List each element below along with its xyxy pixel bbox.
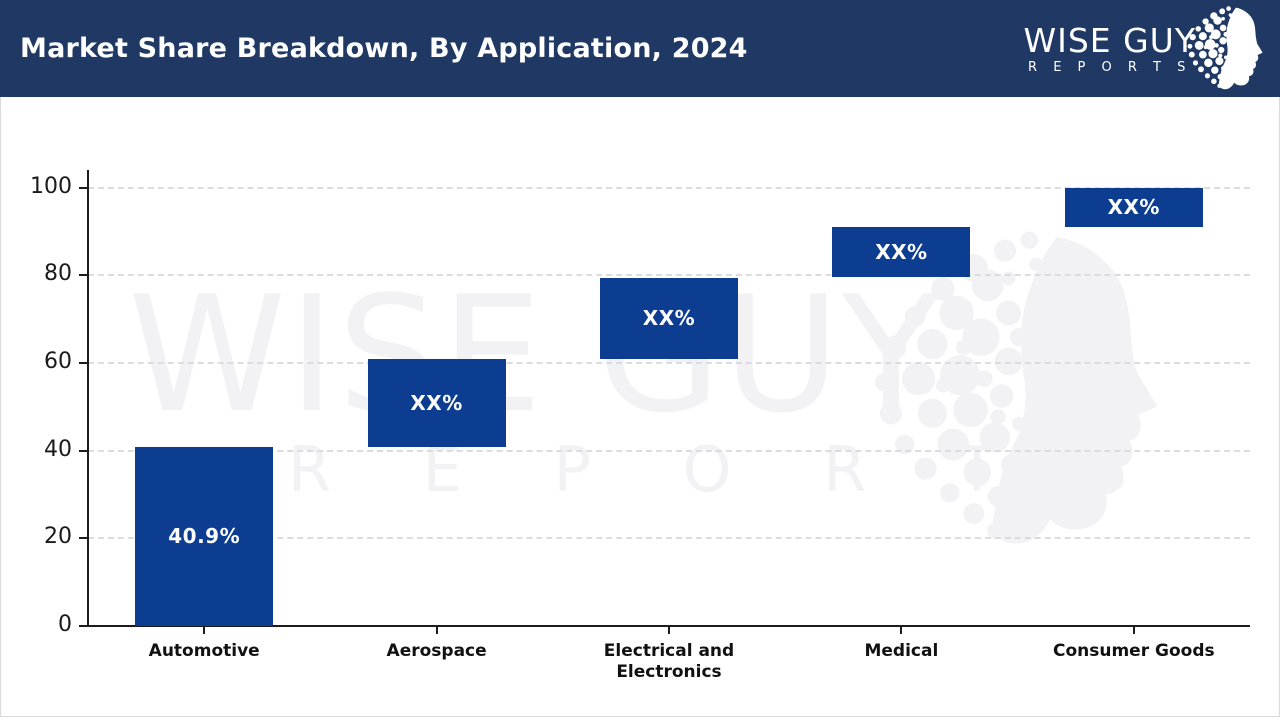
bar-electrical-and-electronics: XX% xyxy=(600,278,738,359)
x-axis-line xyxy=(87,624,1250,627)
gridline-60 xyxy=(88,361,1250,364)
y-axis-line xyxy=(87,170,89,626)
x-axis-category-label: Medical xyxy=(864,641,939,661)
bar-medical: XX% xyxy=(832,227,971,278)
x-axis-tick-mark xyxy=(668,626,670,634)
bar-automotive: 40.9% xyxy=(135,446,274,626)
bar-consumer-goods: XX% xyxy=(1064,187,1203,227)
x-axis-category-label: Electrical and Electronics xyxy=(603,641,735,683)
bar-value-label: XX% xyxy=(1107,195,1160,220)
logo-wiseguy-label: WISE GUY xyxy=(1023,21,1196,60)
page-title: Market Share Breakdown, By Application, … xyxy=(20,33,748,64)
y-axis-tick-label: 100 xyxy=(30,173,72,199)
y-axis-tick-mark xyxy=(79,537,87,540)
y-axis-tick-label: 40 xyxy=(44,436,72,462)
y-axis-tick-label: 20 xyxy=(44,524,72,550)
y-axis-tick-mark xyxy=(79,274,87,277)
x-axis-tick-mark xyxy=(1132,626,1135,634)
bar-value-label: 40.9% xyxy=(168,524,241,549)
gridline-40 xyxy=(88,449,1250,452)
y-axis-tick-mark xyxy=(79,449,87,452)
gridline-20 xyxy=(88,537,1250,540)
logo-text: WISE GUY R E P O R T S xyxy=(1023,24,1196,75)
y-axis-tick-label: 0 xyxy=(58,612,72,637)
logo-reports-label: R E P O R T S xyxy=(1028,60,1192,75)
y-axis-tick-label: 80 xyxy=(44,261,72,287)
gridline-100 xyxy=(88,186,1250,189)
bar-aerospace: XX% xyxy=(367,358,506,447)
wiseguy-logo: WISE GUY R E P O R T S xyxy=(1023,2,1266,97)
x-axis-tick-mark xyxy=(900,626,903,634)
x-axis-category-label: Consumer Goods xyxy=(1052,641,1215,661)
bar-value-label: XX% xyxy=(875,240,928,265)
x-axis-tick-mark xyxy=(435,626,438,634)
y-axis-tick-mark xyxy=(79,625,87,627)
x-axis-category-label: Aerospace xyxy=(386,641,487,661)
header-bar: Market Share Breakdown, By Application, … xyxy=(0,0,1280,97)
bar-value-label: XX% xyxy=(410,390,463,415)
x-axis-category-label: Automotive xyxy=(148,641,260,661)
y-axis-tick-label: 60 xyxy=(44,348,72,374)
y-axis-tick-mark xyxy=(79,186,87,189)
gridline-80 xyxy=(88,274,1250,277)
bar-value-label: XX% xyxy=(642,306,696,331)
y-axis-tick-mark xyxy=(79,361,87,364)
x-axis-tick-mark xyxy=(203,626,206,634)
